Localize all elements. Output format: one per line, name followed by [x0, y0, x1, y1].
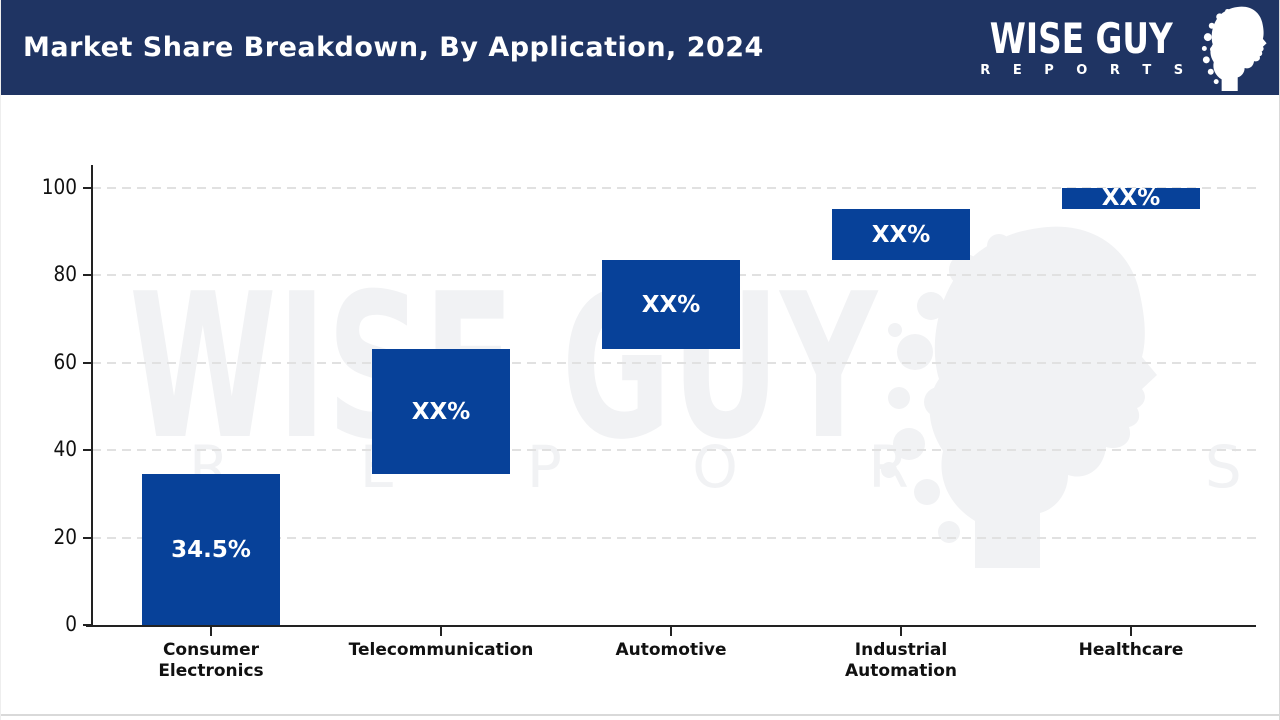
x-axis-line: [86, 625, 1256, 627]
y-tick-20: [83, 536, 91, 539]
gridline-60: [92, 361, 1256, 364]
y-tick-label-100: 100: [41, 174, 77, 199]
bar-value-label: 34.5%: [171, 536, 251, 563]
wiseguy-face-icon: [1201, 6, 1267, 91]
x-category-label-3: Automotive: [615, 640, 727, 660]
wiseguy-logo-text: WISE GUY R E P O R T S: [964, 14, 1199, 79]
x-category-label-5: Healthcare: [1078, 640, 1184, 660]
x-tick-1: [210, 627, 212, 636]
y-tick-label-60: 60: [53, 349, 77, 374]
bar-automotive: XX%: [602, 259, 740, 350]
bar-industrial-automation: XX%: [832, 209, 970, 260]
x-category-label-1: Consumer Electronics: [158, 640, 264, 681]
y-tick-label-80: 80: [53, 262, 77, 286]
y-tick-0: [83, 624, 91, 626]
bar-value-label: XX%: [411, 398, 471, 425]
y-axis-line: [91, 165, 93, 627]
bar-consumer-electronics: 34.5%: [142, 474, 280, 625]
x-category-label-2: Telecommunication: [348, 640, 534, 660]
bar-telecommunication: XX%: [372, 349, 510, 475]
y-tick-60: [83, 361, 91, 364]
y-tick-40: [83, 449, 91, 451]
bar-value-label: XX%: [641, 291, 701, 318]
x-tick-2: [440, 627, 442, 636]
bar-healthcare: XX%: [1062, 185, 1200, 212]
header-bar: Market Share Breakdown, By Application, …: [1, 0, 1279, 95]
bar-value-label: XX%: [871, 221, 931, 248]
wiseguy-logo: WISE GUY R E P O R T S: [964, 4, 1273, 92]
x-tick-3: [670, 627, 672, 636]
watermark-subtitle: R E P O R T S: [189, 433, 1280, 501]
y-tick-100: [83, 186, 91, 189]
page-title: Market Share Breakdown, By Application, …: [23, 32, 764, 63]
x-tick-4: [900, 627, 902, 636]
watermark-face-icon: [881, 226, 1157, 568]
y-tick-80: [83, 274, 91, 276]
bar-value-label: XX%: [1101, 185, 1161, 212]
gridline-40: [92, 449, 1256, 451]
footer-divider: [1, 714, 1279, 716]
gridline-20: [92, 536, 1256, 539]
logo-subtitle: R E P O R T S: [980, 63, 1193, 78]
logo-wordmark: WISE GUY: [990, 14, 1174, 63]
y-tick-label-20: 20: [53, 524, 77, 549]
y-tick-label-40: 40: [53, 437, 77, 461]
x-tick-5: [1130, 627, 1132, 636]
x-category-label-4: Industrial Automation: [845, 640, 957, 681]
gridline-100: [92, 186, 1256, 189]
y-tick-label-0: 0: [65, 612, 77, 636]
